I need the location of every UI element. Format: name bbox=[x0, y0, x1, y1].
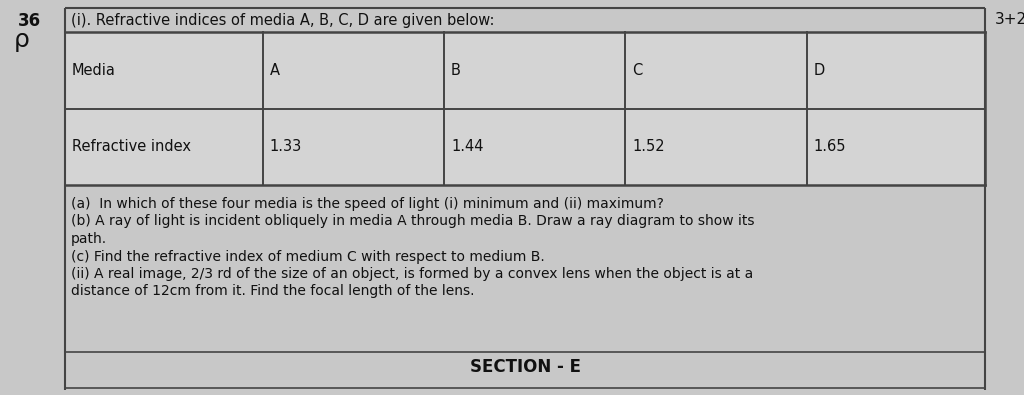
Text: B: B bbox=[451, 63, 461, 78]
Text: 3+2: 3+2 bbox=[995, 12, 1024, 27]
Text: ρ: ρ bbox=[14, 28, 30, 52]
Text: D: D bbox=[813, 63, 824, 78]
Text: SECTION - E: SECTION - E bbox=[469, 358, 581, 376]
Text: (b) A ray of light is incident obliquely in media A through media B. Draw a ray : (b) A ray of light is incident obliquely… bbox=[71, 214, 755, 228]
Text: 1.52: 1.52 bbox=[632, 139, 665, 154]
Text: (i). Refractive indices of media A, B, C, D are given below:: (i). Refractive indices of media A, B, C… bbox=[71, 13, 495, 28]
Text: A: A bbox=[269, 63, 280, 78]
Text: C: C bbox=[632, 63, 642, 78]
Text: distance of 12cm from it. Find the focal length of the lens.: distance of 12cm from it. Find the focal… bbox=[71, 284, 474, 299]
Text: 1.44: 1.44 bbox=[451, 139, 483, 154]
Text: Refractive index: Refractive index bbox=[72, 139, 191, 154]
Bar bbox=[65, 32, 985, 185]
Text: path.: path. bbox=[71, 232, 108, 246]
Text: (ii) A real image, 2/3 rd of the size of an object, is formed by a convex lens w: (ii) A real image, 2/3 rd of the size of… bbox=[71, 267, 754, 281]
Text: (c) Find the refractive index of medium C with respect to medium B.: (c) Find the refractive index of medium … bbox=[71, 250, 545, 263]
Text: 1.65: 1.65 bbox=[813, 139, 846, 154]
Text: 36: 36 bbox=[18, 12, 41, 30]
Text: 1.33: 1.33 bbox=[269, 139, 302, 154]
Text: Media: Media bbox=[72, 63, 116, 78]
Text: (a)  In which of these four media is the speed of light (i) minimum and (ii) max: (a) In which of these four media is the … bbox=[71, 197, 664, 211]
